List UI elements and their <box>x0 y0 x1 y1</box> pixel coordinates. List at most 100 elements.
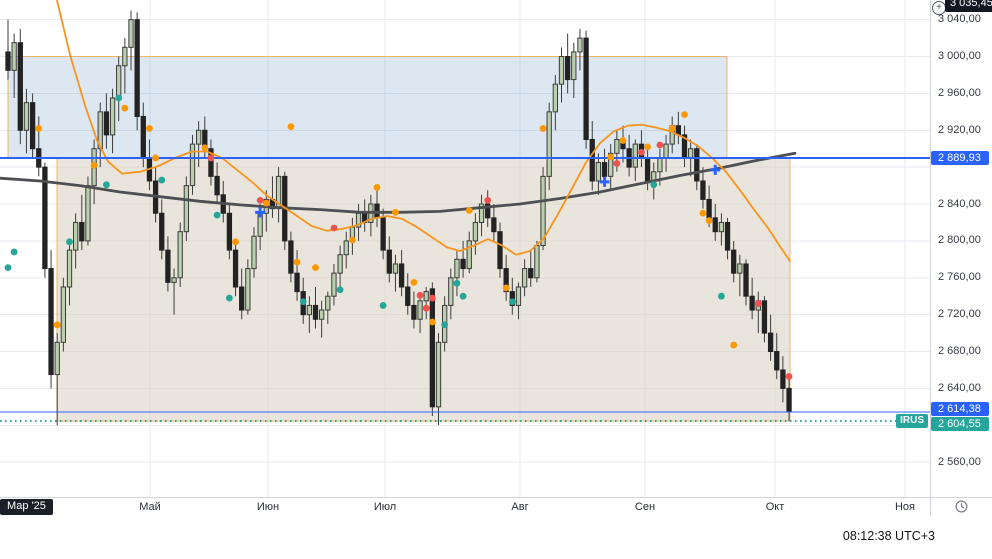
candle[interactable] <box>17 28 23 145</box>
candle[interactable] <box>460 240 466 278</box>
candle[interactable] <box>60 277 67 352</box>
candle[interactable] <box>724 217 731 260</box>
candle[interactable] <box>306 296 313 334</box>
candle[interactable] <box>331 263 337 306</box>
candle[interactable] <box>558 47 565 103</box>
candle[interactable] <box>774 333 780 380</box>
time-scale[interactable]: Мар '25 Май Июн Июл Авг Сен Окт Ноя <box>0 497 930 516</box>
candle[interactable] <box>767 314 774 361</box>
candle[interactable] <box>521 259 528 297</box>
candle[interactable] <box>571 42 577 99</box>
candle[interactable] <box>577 28 583 71</box>
candle[interactable] <box>589 121 595 191</box>
candle[interactable] <box>319 300 325 338</box>
candle[interactable] <box>23 88 30 154</box>
candle[interactable] <box>435 333 442 426</box>
candle[interactable] <box>761 296 768 343</box>
candle[interactable] <box>552 74 559 131</box>
candle[interactable] <box>251 227 257 278</box>
candle[interactable] <box>109 88 116 154</box>
candle[interactable] <box>159 199 165 260</box>
candle[interactable] <box>497 222 503 278</box>
candle[interactable] <box>743 259 749 306</box>
candle[interactable] <box>515 282 522 320</box>
candle[interactable] <box>288 231 294 283</box>
signal-dot <box>539 125 547 132</box>
candle[interactable] <box>54 333 60 426</box>
candle[interactable] <box>48 250 54 389</box>
candle[interactable] <box>79 194 85 251</box>
candle[interactable] <box>232 240 239 297</box>
candle[interactable] <box>546 102 552 191</box>
candle[interactable] <box>411 291 417 329</box>
chart-pane[interactable]: IRUS <box>0 0 930 497</box>
candle[interactable] <box>165 236 171 292</box>
candle[interactable] <box>386 236 392 283</box>
candle[interactable] <box>712 204 718 241</box>
candle[interactable] <box>608 144 614 191</box>
candle[interactable] <box>343 231 349 269</box>
candle[interactable] <box>134 12 140 131</box>
candle[interactable] <box>177 222 183 287</box>
candle[interactable] <box>694 144 700 191</box>
candle[interactable] <box>491 204 497 241</box>
candle[interactable] <box>11 33 17 99</box>
candle[interactable] <box>718 213 725 246</box>
candle[interactable] <box>325 291 331 324</box>
candle[interactable] <box>429 282 436 417</box>
signal-dot <box>681 111 688 119</box>
candle[interactable] <box>189 134 196 195</box>
candle[interactable] <box>472 213 479 255</box>
candle[interactable] <box>29 93 36 158</box>
candle[interactable] <box>5 19 11 80</box>
candle[interactable] <box>128 10 134 71</box>
candle[interactable] <box>282 171 288 251</box>
candle[interactable] <box>448 268 454 320</box>
candle[interactable] <box>73 213 79 269</box>
candle[interactable] <box>565 33 571 94</box>
candle[interactable] <box>97 102 103 168</box>
candle[interactable] <box>239 268 245 320</box>
candle[interactable] <box>478 194 485 237</box>
candle[interactable] <box>208 139 214 186</box>
candle[interactable] <box>405 273 411 315</box>
chart-canvas[interactable] <box>0 0 930 497</box>
candle[interactable] <box>214 162 220 205</box>
candle[interactable] <box>294 250 300 301</box>
candle[interactable] <box>103 93 110 149</box>
symbol-tag-label: IRUS <box>900 415 924 427</box>
candle[interactable] <box>583 30 589 149</box>
candle[interactable] <box>749 277 755 320</box>
candle[interactable] <box>540 167 546 251</box>
candle[interactable] <box>737 254 743 297</box>
candle[interactable] <box>417 296 423 334</box>
clock-icon[interactable] <box>955 500 968 513</box>
candle[interactable] <box>66 240 73 306</box>
candle[interactable] <box>423 286 429 320</box>
candle[interactable] <box>780 356 786 403</box>
candle[interactable] <box>466 231 472 274</box>
candle[interactable] <box>595 153 602 195</box>
time-tick-label: Июн <box>256 501 280 513</box>
candle[interactable] <box>398 250 405 297</box>
candle[interactable] <box>196 121 202 168</box>
candle[interactable] <box>454 250 460 297</box>
candle[interactable] <box>392 254 399 292</box>
candle[interactable] <box>226 204 233 260</box>
candle[interactable] <box>312 286 319 329</box>
price-scale[interactable]: + 3 035,45 3 040,00 3 000,00 2 960,00 2 920… <box>930 0 992 497</box>
candle[interactable] <box>183 176 189 241</box>
candle[interactable] <box>731 240 737 283</box>
candle[interactable] <box>337 245 343 287</box>
candle[interactable] <box>485 190 491 228</box>
candle[interactable] <box>700 167 706 209</box>
candle[interactable] <box>42 162 48 278</box>
candle[interactable] <box>632 139 638 181</box>
candle[interactable] <box>528 250 534 287</box>
signal-dot <box>484 196 492 204</box>
candle[interactable] <box>503 254 509 301</box>
candle[interactable] <box>122 38 128 94</box>
candle[interactable] <box>171 268 177 315</box>
candle[interactable] <box>245 259 251 315</box>
timestamp-label: 08:12:38 UTC+3 <box>842 529 935 543</box>
